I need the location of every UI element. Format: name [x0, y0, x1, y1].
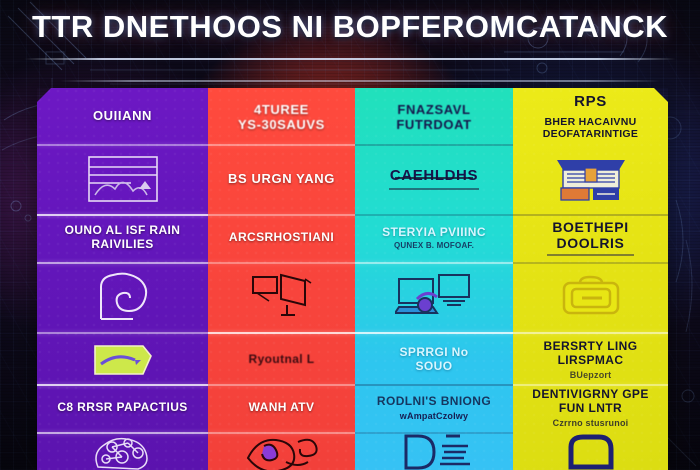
divider-c1-3	[37, 262, 208, 264]
column-4-heading: RPS	[574, 93, 607, 111]
column-2-label-2: ARCSRHOSTIANI	[228, 230, 335, 245]
divider-c2-4	[208, 332, 355, 334]
column-2-subheading: YS-30SAUVS	[238, 117, 325, 132]
column-3-label-2: STERYIA PVIIINC	[382, 224, 486, 239]
column-3-subheading: FUTRDOAT	[396, 117, 472, 132]
column-3-underline	[389, 187, 479, 190]
divider-c1-1	[37, 144, 208, 146]
divider-c2-2	[208, 214, 355, 216]
title-bar: TTR DNETHOOS NI BOPFEROMCATANCK	[0, 4, 700, 50]
column-3-heading: FNAZSAVL	[397, 102, 471, 118]
divider-c3-3	[355, 262, 513, 264]
column-4-subheading: BHER HACAIVNU DEOFATARINTIGE	[542, 115, 639, 140]
title-divider-upper	[24, 58, 676, 60]
divider-c4-3	[513, 262, 668, 264]
divider-c2-6	[208, 432, 355, 434]
column-3-sub-2: QUNEX B. MOFOAF.	[393, 241, 475, 251]
divider-c1-4	[37, 332, 208, 334]
projector-screen-icon	[247, 271, 317, 323]
column-4-label-3: DENTIVIGRNY GPE FUN LNTR	[532, 387, 649, 415]
column-2-label-3: Ryoutnal L	[248, 352, 315, 367]
divider-c3-2	[355, 214, 513, 216]
desktop-monitor-icon	[395, 271, 473, 323]
column-4-underline	[547, 254, 634, 256]
column-4-label-1: BOETHEPI DOOLRIS	[552, 218, 629, 251]
divider-c2-1	[208, 144, 355, 146]
comparison-table: OUIIANN OUNO AL ISF RAIN RAIVILIES	[37, 88, 668, 470]
briefcase-icon	[554, 273, 628, 321]
divider-c4-5	[513, 384, 668, 386]
page-title: TTR DNETHOOS NI BOPFEROMCATANCK	[31, 9, 669, 44]
divider-c4-2	[513, 214, 668, 216]
divider-c2-3	[208, 262, 355, 264]
divider-c1-5	[37, 384, 208, 386]
divider-c3-1	[355, 144, 513, 146]
table-column-2[interactable]: 4TUREE YS-30SAUVS BS URGN YANG ARCSRHOST…	[208, 88, 355, 470]
table-column-1[interactable]: OUIIANN OUNO AL ISF RAIN RAIVILIES	[37, 88, 208, 470]
server-rack-icon	[551, 154, 631, 204]
column-1-heading: OUIIANN	[92, 107, 153, 123]
column-2-label-1: BS URGN YANG	[228, 170, 335, 186]
column-3-label-3: SPRRGI No	[399, 345, 469, 360]
eye-swirl-icon	[242, 432, 322, 470]
table-column-4[interactable]: RPS BHER HACAIVNU DEOFATARINTIGE BOETHEP…	[513, 88, 668, 470]
divider-c3-4	[355, 332, 513, 334]
column-1-label-2: C8 RRSR PAPACTIUS	[57, 400, 188, 415]
divider-c4-4	[513, 332, 668, 334]
column-1-label-1: OUNO AL ISF RAIN RAIVILIES	[64, 223, 181, 251]
table-column-3[interactable]: FNAZSAVL FUTRDOAT CAEHLDHS STERYIA PVIII…	[355, 88, 513, 470]
column-3-sub-3: SOUO	[415, 359, 453, 373]
divider-c1-2	[37, 214, 208, 216]
column-2-label-4: WANH ATV	[248, 400, 315, 415]
map-arrow-icon	[91, 340, 155, 380]
divider-c3-5	[355, 384, 513, 386]
column-3-sub-4: wAmpatCzolwy	[399, 410, 469, 421]
column-2-heading: 4TUREE	[254, 102, 309, 118]
spiral-shell-icon	[93, 271, 153, 323]
column-4-label-2: BERSRTY LING LIRSPMAC	[543, 339, 638, 367]
divider-c1-6	[37, 432, 208, 434]
divider-c2-5	[208, 384, 355, 386]
column-4-sub-2: BUepzort	[569, 369, 612, 380]
column-4-sub-3: Czrrno stusrunoi	[552, 417, 629, 428]
brain-network-icon	[86, 433, 160, 470]
divider-c3-6	[355, 432, 513, 434]
photo-landscape-icon	[87, 155, 159, 203]
rounded-square-outline-icon	[561, 433, 621, 470]
column-3-label-4: RODLNI'S BNIONG	[376, 394, 492, 409]
title-divider-lower	[60, 80, 660, 82]
column-3-label-1: CAEHLDHS	[389, 167, 479, 185]
document-list-icon	[394, 432, 474, 470]
